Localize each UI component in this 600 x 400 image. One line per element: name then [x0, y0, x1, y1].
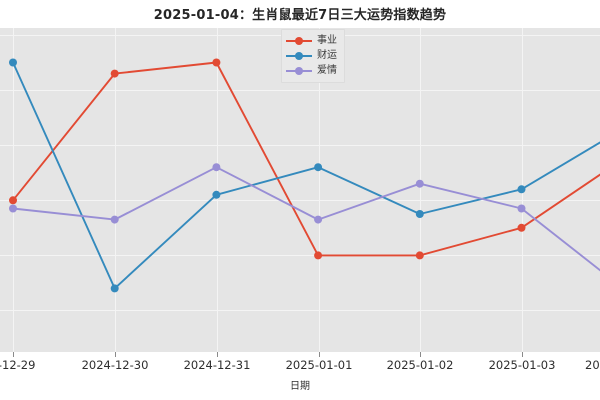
data-point[interactable]: [212, 190, 221, 199]
legend-swatch-career: [286, 35, 312, 46]
x-axis-label: 2025-01-02: [386, 358, 454, 372]
gridline-horizontal: [0, 310, 600, 311]
data-point[interactable]: [314, 215, 323, 224]
legend-swatch-love: [286, 65, 312, 76]
x-axis-tick: [522, 352, 523, 357]
series-line-爱情: [12, 166, 600, 272]
data-point[interactable]: [9, 204, 17, 213]
chart-legend: 事业 财运 爱情: [281, 29, 345, 83]
gridline-vertical: [420, 28, 421, 352]
x-axis-tick: [217, 352, 218, 357]
legend-item-love[interactable]: 爱情: [286, 63, 337, 78]
legend-label-love: 爱情: [317, 65, 337, 76]
x-axis-label: 2024-12-31: [183, 358, 251, 372]
data-point[interactable]: [517, 204, 526, 213]
chart-title: 2025-01-04：生肖鼠最近7日三大运势指数趋势: [153, 8, 447, 23]
data-point[interactable]: [415, 179, 424, 188]
x-axis-tick: [420, 352, 421, 357]
legend-label-career: 事业: [317, 35, 337, 46]
legend-swatch-wealth: [286, 50, 312, 61]
gridline-vertical: [319, 28, 320, 352]
series-line-财运: [12, 61, 600, 290]
gridline-horizontal: [0, 200, 600, 201]
x-axis-label: 2025-01-01: [285, 358, 353, 372]
x-axis-label: 2025-01-03: [488, 358, 556, 372]
data-point[interactable]: [314, 163, 323, 172]
x-axis-title: 日期: [290, 381, 310, 392]
gridline-horizontal: [0, 255, 600, 256]
x-axis-label: 202: [585, 358, 600, 372]
x-axis-labels: 4-12-29 2024-12-30 2024-12-31 2025-01-01…: [0, 358, 600, 374]
gridline-vertical: [217, 28, 218, 352]
data-point[interactable]: [415, 210, 424, 218]
x-axis-tick: [319, 352, 320, 357]
data-point[interactable]: [110, 284, 119, 293]
x-axis-label: 2024-12-30: [81, 358, 149, 372]
gridline-vertical: [13, 28, 14, 352]
data-point[interactable]: [9, 196, 17, 205]
gridline-vertical: [115, 28, 116, 352]
x-axis-tick: [115, 352, 116, 357]
legend-label-wealth: 财运: [317, 50, 337, 61]
data-point[interactable]: [415, 251, 424, 260]
series-line-事业: [12, 61, 600, 257]
legend-item-career[interactable]: 事业: [286, 33, 337, 48]
data-point[interactable]: [212, 163, 221, 172]
data-point[interactable]: [517, 223, 526, 232]
data-point[interactable]: [314, 251, 323, 260]
gridline-horizontal: [0, 90, 600, 91]
data-point[interactable]: [9, 58, 17, 67]
x-axis-ticks: [0, 352, 600, 358]
x-axis-tick: [13, 352, 14, 357]
data-point[interactable]: [517, 185, 526, 194]
gridline-horizontal: [0, 145, 600, 146]
x-axis-label: 4-12-29: [0, 358, 36, 372]
data-point[interactable]: [110, 215, 119, 224]
data-point[interactable]: [110, 69, 119, 78]
legend-item-wealth[interactable]: 财运: [286, 48, 337, 63]
data-point[interactable]: [212, 58, 221, 67]
series-plot-area: [9, 58, 600, 293]
